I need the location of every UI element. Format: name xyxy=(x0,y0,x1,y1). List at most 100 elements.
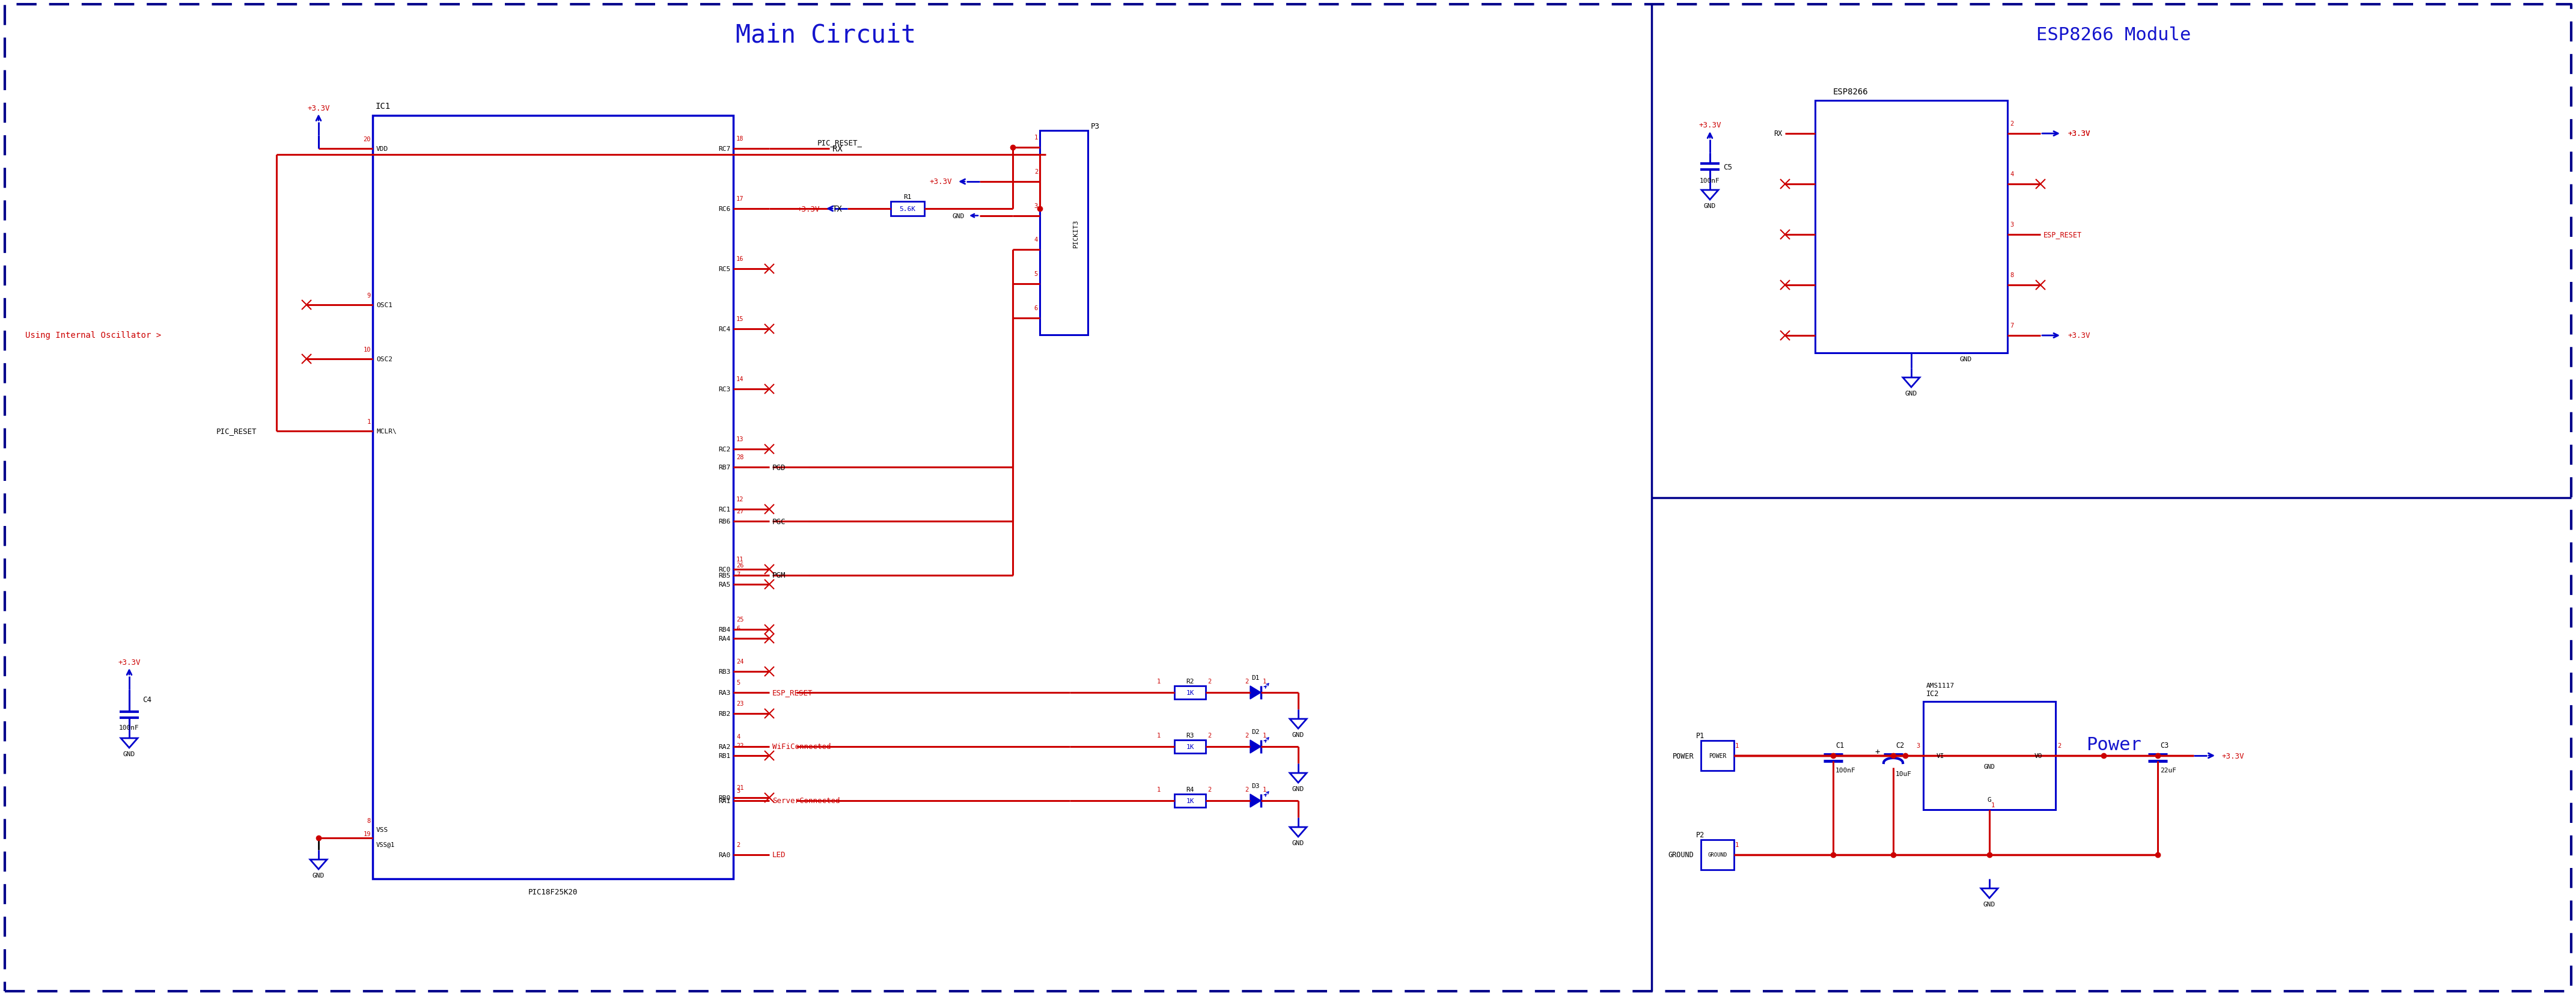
Text: Main Circuit: Main Circuit xyxy=(737,22,917,48)
Bar xyxy=(1175,794,1206,808)
Text: 19: 19 xyxy=(363,831,371,837)
Text: RX: RX xyxy=(832,144,842,153)
Polygon shape xyxy=(309,860,327,870)
Text: RB4: RB4 xyxy=(719,626,729,632)
Bar xyxy=(1816,101,2007,354)
Text: 1: 1 xyxy=(1262,732,1267,738)
Text: 1: 1 xyxy=(1991,802,1994,808)
Text: PICKIT3: PICKIT3 xyxy=(1072,219,1079,247)
Text: RC0: RC0 xyxy=(719,567,729,573)
Text: 27: 27 xyxy=(737,508,744,514)
Polygon shape xyxy=(121,738,137,748)
Text: GND: GND xyxy=(1984,901,1996,907)
Text: 25: 25 xyxy=(737,617,744,622)
Text: PGM: PGM xyxy=(773,572,786,580)
Text: 1: 1 xyxy=(1262,678,1267,684)
Text: RA2: RA2 xyxy=(719,744,729,750)
Text: GND: GND xyxy=(1906,390,1917,396)
Text: 20: 20 xyxy=(363,136,371,142)
Text: R1: R1 xyxy=(904,194,912,200)
Text: OSC2: OSC2 xyxy=(376,357,392,363)
Text: VSS@1: VSS@1 xyxy=(376,841,394,847)
Text: RA3: RA3 xyxy=(719,689,729,695)
Text: 1: 1 xyxy=(366,418,371,424)
Text: 26: 26 xyxy=(737,563,744,569)
Text: +3.3V: +3.3V xyxy=(307,105,330,112)
Text: VSS: VSS xyxy=(376,827,389,833)
Text: 2: 2 xyxy=(1244,732,1249,738)
Text: 100nF: 100nF xyxy=(1700,178,1721,184)
Text: IC2: IC2 xyxy=(1927,689,1940,697)
Text: PIC_RESET_: PIC_RESET_ xyxy=(817,138,863,146)
Text: 2: 2 xyxy=(737,842,739,848)
Text: LED: LED xyxy=(773,851,786,859)
Text: PGD: PGD xyxy=(773,463,786,471)
Polygon shape xyxy=(1291,828,1306,837)
Text: 1K: 1K xyxy=(1185,798,1195,804)
Bar xyxy=(1041,130,1087,336)
Text: Using Internal Oscillator >: Using Internal Oscillator > xyxy=(26,331,162,340)
Text: 14: 14 xyxy=(737,376,744,382)
Text: ESP8266 Module: ESP8266 Module xyxy=(2038,26,2192,44)
Text: GND: GND xyxy=(1984,764,1994,770)
Text: 2: 2 xyxy=(1208,732,1211,738)
Text: 1: 1 xyxy=(1157,787,1162,793)
Text: 8: 8 xyxy=(366,818,371,824)
Text: R4: R4 xyxy=(1185,787,1195,793)
Text: RB0: RB0 xyxy=(719,795,729,801)
Text: 10uF: 10uF xyxy=(1896,771,1911,777)
Text: POWER: POWER xyxy=(1708,753,1726,759)
Polygon shape xyxy=(1703,190,1718,200)
Text: 1: 1 xyxy=(1262,787,1267,793)
Text: 22uF: 22uF xyxy=(2161,767,2177,773)
Text: TX: TX xyxy=(832,205,842,213)
Text: +3.3V: +3.3V xyxy=(796,205,819,213)
Text: D1: D1 xyxy=(1252,674,1260,680)
Text: C4: C4 xyxy=(142,696,152,704)
Text: AMS1117: AMS1117 xyxy=(1927,682,1955,688)
Text: 5: 5 xyxy=(1033,271,1038,277)
Text: 8: 8 xyxy=(2009,272,2014,278)
Text: 3: 3 xyxy=(1917,742,1919,749)
Text: RC2: RC2 xyxy=(719,446,729,452)
Text: RA4: RA4 xyxy=(719,635,729,641)
Text: +3.3V: +3.3V xyxy=(118,658,142,666)
Text: RC7: RC7 xyxy=(719,146,729,152)
Text: G: G xyxy=(1986,797,1991,803)
Polygon shape xyxy=(1249,794,1262,808)
Text: RB2: RB2 xyxy=(719,711,729,717)
Text: RA0: RA0 xyxy=(719,852,729,858)
Text: 7: 7 xyxy=(737,572,739,578)
Text: RA5: RA5 xyxy=(719,582,729,588)
Text: IC1: IC1 xyxy=(376,103,392,111)
Text: 18: 18 xyxy=(737,135,744,141)
Text: 2: 2 xyxy=(1033,168,1038,175)
Text: GROUND: GROUND xyxy=(1708,853,1726,858)
Text: RB1: RB1 xyxy=(719,753,729,759)
Text: 2: 2 xyxy=(2058,742,2061,749)
Text: ServerConnected: ServerConnected xyxy=(773,797,840,805)
Text: +3.3V: +3.3V xyxy=(930,178,953,186)
Text: +3.3V: +3.3V xyxy=(2069,130,2089,137)
Bar xyxy=(1700,840,1734,870)
Text: 100nF: 100nF xyxy=(1837,767,1855,773)
Polygon shape xyxy=(1249,686,1262,699)
Polygon shape xyxy=(1904,377,1919,387)
Text: 4: 4 xyxy=(737,733,739,739)
Text: 24: 24 xyxy=(737,658,744,664)
Text: 11: 11 xyxy=(737,557,744,563)
Text: 1K: 1K xyxy=(1185,689,1195,695)
Text: GND: GND xyxy=(1293,732,1303,738)
Text: VI: VI xyxy=(1937,753,1945,759)
Text: OSC1: OSC1 xyxy=(376,302,392,308)
Text: 4: 4 xyxy=(2009,171,2014,177)
Text: GND: GND xyxy=(124,751,137,757)
Bar xyxy=(1924,701,2056,810)
Text: C2: C2 xyxy=(1896,741,1904,749)
Text: RB6: RB6 xyxy=(719,519,729,525)
Text: RC1: RC1 xyxy=(719,506,729,512)
Text: P3: P3 xyxy=(1090,123,1100,130)
Text: 9: 9 xyxy=(366,293,371,299)
Text: RB5: RB5 xyxy=(719,573,729,579)
Text: 1: 1 xyxy=(1736,742,1739,749)
